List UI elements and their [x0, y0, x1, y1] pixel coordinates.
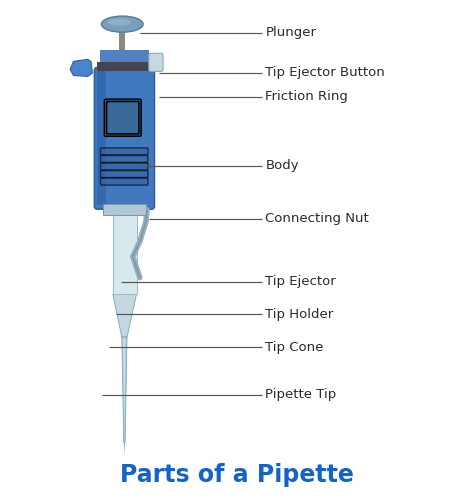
- Polygon shape: [123, 338, 126, 440]
- Bar: [97, 62, 152, 71]
- Ellipse shape: [101, 16, 143, 32]
- Text: Connecting Nut: Connecting Nut: [265, 212, 369, 225]
- Text: Plunger: Plunger: [265, 26, 317, 39]
- FancyBboxPatch shape: [149, 53, 163, 71]
- Polygon shape: [70, 59, 92, 76]
- FancyBboxPatch shape: [100, 163, 148, 170]
- Text: Tip Ejector Button: Tip Ejector Button: [265, 66, 385, 79]
- FancyBboxPatch shape: [104, 99, 141, 136]
- Polygon shape: [122, 337, 127, 443]
- Text: Tip Holder: Tip Holder: [265, 308, 334, 321]
- Text: Friction Ring: Friction Ring: [265, 90, 348, 103]
- Bar: [103, 204, 146, 215]
- FancyBboxPatch shape: [94, 67, 155, 209]
- Bar: [97, 71, 106, 205]
- FancyBboxPatch shape: [100, 155, 148, 162]
- Bar: [100, 50, 149, 63]
- Text: Pipette Tip: Pipette Tip: [265, 388, 337, 401]
- Text: Tip Cone: Tip Cone: [265, 341, 324, 354]
- FancyBboxPatch shape: [100, 148, 148, 155]
- FancyBboxPatch shape: [107, 102, 139, 134]
- Polygon shape: [124, 443, 125, 454]
- Bar: [119, 24, 125, 51]
- Text: Parts of a Pipette: Parts of a Pipette: [120, 463, 354, 487]
- FancyBboxPatch shape: [100, 178, 148, 185]
- FancyBboxPatch shape: [100, 171, 148, 178]
- Text: Tip Ejector: Tip Ejector: [265, 275, 336, 288]
- Text: Body: Body: [265, 159, 299, 173]
- Bar: [113, 214, 137, 294]
- Polygon shape: [113, 294, 137, 337]
- Ellipse shape: [108, 19, 131, 26]
